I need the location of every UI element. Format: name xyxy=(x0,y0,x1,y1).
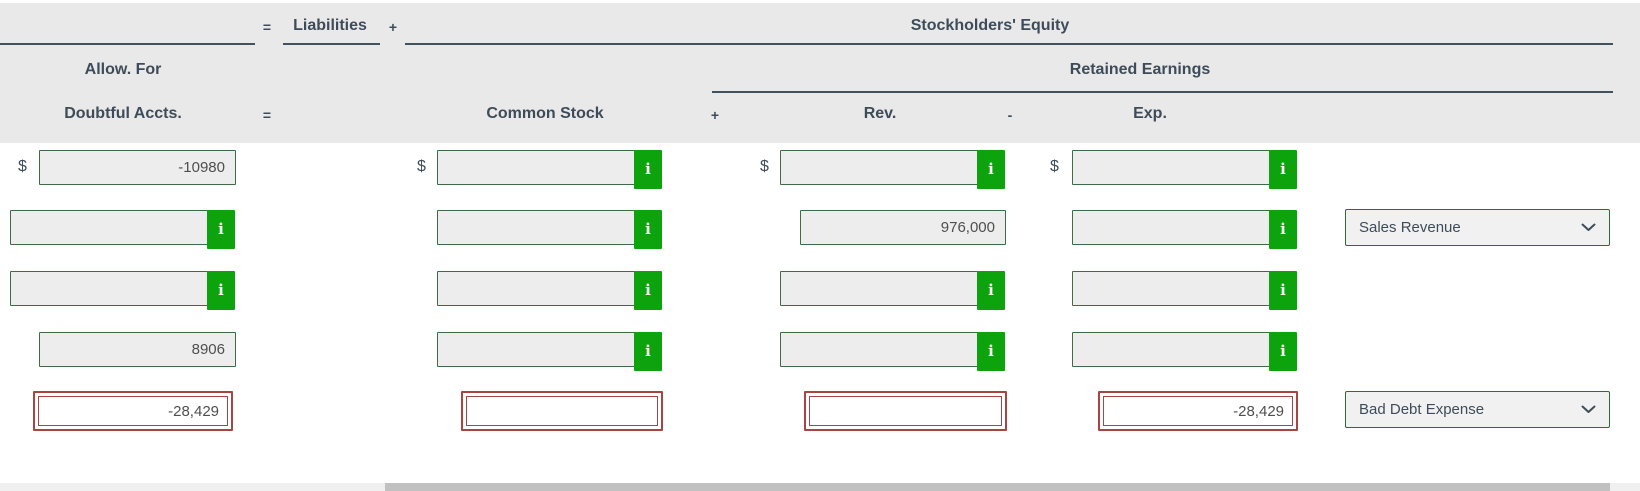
expense-input-group: i xyxy=(1072,271,1297,310)
info-icon: i xyxy=(645,160,651,178)
expense-input-group: i xyxy=(1072,150,1297,189)
info-icon: i xyxy=(645,342,651,360)
info-button[interactable]: i xyxy=(207,210,235,249)
info-icon: i xyxy=(1280,160,1286,178)
common-stock-input[interactable] xyxy=(437,150,635,185)
allow-doubtful-input xyxy=(39,150,236,185)
info-icon: i xyxy=(1280,220,1286,238)
revenue-input-group: i xyxy=(780,150,1005,189)
common-stock-input[interactable] xyxy=(437,210,635,245)
common-stock-input-group: i xyxy=(437,332,662,371)
common-stock-input-group: i xyxy=(437,150,662,189)
table-header: = Liabilities + Stockholders' Equity All… xyxy=(0,3,1640,143)
expense-input[interactable] xyxy=(1072,332,1270,367)
allow-doubtful-input xyxy=(39,332,236,367)
revenue-input[interactable] xyxy=(780,271,978,306)
allow-column-underline xyxy=(0,43,255,45)
info-icon: i xyxy=(218,220,224,238)
allow-doubtful-input-group: i xyxy=(10,271,235,310)
revenue-input-group: i xyxy=(780,271,1005,310)
info-icon: i xyxy=(1280,281,1286,299)
dollar-sign: $ xyxy=(18,158,27,175)
common-stock-input[interactable] xyxy=(466,396,658,426)
doubtful-accts-header: Doubtful Accts. xyxy=(64,105,182,122)
common-stock-error-wrap xyxy=(461,391,663,431)
expense-input[interactable] xyxy=(1072,150,1270,185)
common-stock-input-group: i xyxy=(437,210,662,249)
rev-header: Rev. xyxy=(863,105,897,122)
retained-earnings-underline xyxy=(712,91,1613,93)
chevron-down-icon xyxy=(1581,405,1596,413)
info-icon: i xyxy=(645,281,651,299)
info-button[interactable]: i xyxy=(1269,210,1297,249)
chevron-down-icon xyxy=(1581,223,1596,231)
info-button[interactable]: i xyxy=(977,150,1005,189)
info-icon: i xyxy=(218,281,224,299)
info-icon: i xyxy=(988,160,994,178)
common-stock-header: Common Stock xyxy=(486,105,604,122)
stockholders-equity-header: Stockholders' Equity xyxy=(910,17,1070,34)
equals-operator-top: = xyxy=(262,19,272,35)
expense-input[interactable] xyxy=(1103,396,1293,426)
info-button[interactable]: i xyxy=(1269,332,1297,371)
retained-earnings-header: Retained Earnings xyxy=(1069,61,1211,78)
exp-header: Exp. xyxy=(1133,105,1167,122)
info-button[interactable]: i xyxy=(634,210,662,249)
account-select-value: Sales Revenue xyxy=(1359,219,1461,236)
revenue-error-wrap xyxy=(804,391,1007,431)
expense-input-group: i xyxy=(1072,332,1297,371)
account-select-value: Bad Debt Expense xyxy=(1359,401,1485,418)
equals-operator-mid: = xyxy=(262,107,272,123)
allow-for-header: Allow. For xyxy=(84,61,162,78)
expense-input[interactable] xyxy=(1072,210,1270,245)
common-stock-input[interactable] xyxy=(437,271,635,306)
info-button[interactable]: i xyxy=(977,332,1005,371)
scrollbar-thumb[interactable] xyxy=(385,483,1610,491)
revenue-input[interactable] xyxy=(809,396,1002,426)
common-stock-input-group: i xyxy=(437,271,662,310)
account-select[interactable]: Bad Debt Expense xyxy=(1345,391,1610,428)
dollar-sign: $ xyxy=(1050,158,1059,175)
horizontal-scrollbar[interactable] xyxy=(0,483,1640,491)
info-button[interactable]: i xyxy=(977,271,1005,310)
stockholders-equity-underline xyxy=(405,43,1613,45)
info-icon: i xyxy=(988,342,994,360)
info-icon: i xyxy=(1280,342,1286,360)
revenue-input-group: i xyxy=(780,332,1005,371)
account-select[interactable]: Sales Revenue xyxy=(1345,209,1610,246)
expense-error-wrap xyxy=(1098,391,1298,431)
plus-operator-mid: + xyxy=(710,107,720,123)
expense-input-group: i xyxy=(1072,210,1297,249)
info-button[interactable]: i xyxy=(1269,150,1297,189)
revenue-input[interactable] xyxy=(780,150,978,185)
common-stock-input[interactable] xyxy=(437,332,635,367)
info-button[interactable]: i xyxy=(634,332,662,371)
allow-doubtful-input[interactable] xyxy=(10,210,208,245)
info-button[interactable]: i xyxy=(634,271,662,310)
allow-doubtful-input[interactable] xyxy=(38,396,228,426)
info-icon: i xyxy=(988,281,994,299)
info-button[interactable]: i xyxy=(1269,271,1297,310)
minus-operator-mid: - xyxy=(1007,107,1013,123)
revenue-input xyxy=(800,210,1006,245)
allow-doubtful-input-group: i xyxy=(10,210,235,249)
info-button[interactable]: i xyxy=(207,271,235,310)
info-button[interactable]: i xyxy=(634,150,662,189)
dollar-sign: $ xyxy=(760,158,769,175)
plus-operator-top: + xyxy=(388,19,398,35)
allow-doubtful-input[interactable] xyxy=(10,271,208,306)
dollar-sign: $ xyxy=(417,158,426,175)
info-icon: i xyxy=(645,220,651,238)
liabilities-header: Liabilities xyxy=(293,17,367,34)
revenue-input[interactable] xyxy=(780,332,978,367)
liabilities-underline xyxy=(283,43,380,45)
expense-input[interactable] xyxy=(1072,271,1270,306)
allow-doubtful-error-wrap xyxy=(33,391,233,431)
